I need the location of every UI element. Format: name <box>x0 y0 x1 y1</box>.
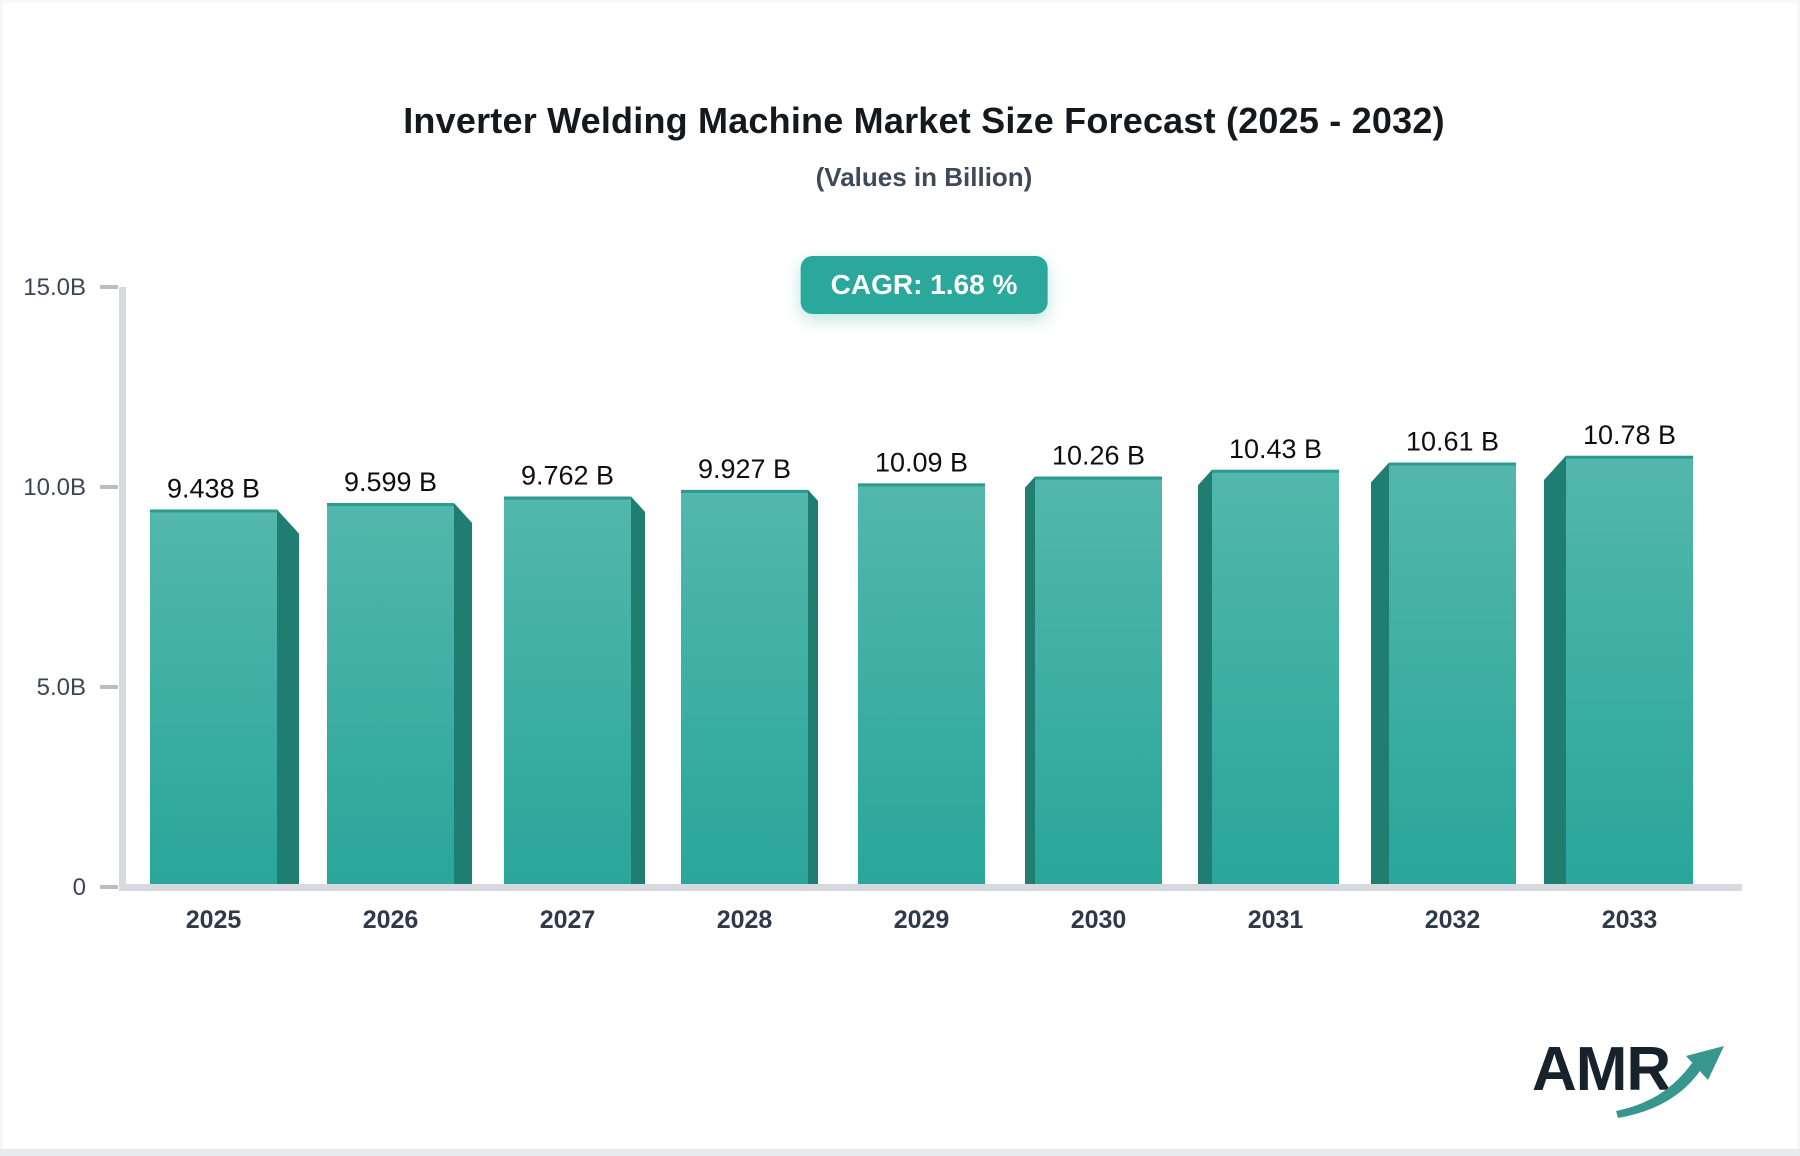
bar-2030 <box>1025 476 1162 887</box>
bar-value-label: 10.43 B <box>1229 434 1322 464</box>
page-edge-top <box>0 0 1800 3</box>
bar-top-edge <box>1212 469 1339 473</box>
bar-top-edge <box>150 509 277 513</box>
bar-face <box>1035 476 1162 887</box>
bar-2029 <box>858 483 985 887</box>
bar-value-label: 9.599 B <box>344 467 437 497</box>
page-edge-right <box>1797 0 1800 1156</box>
bar-side-face <box>1544 455 1566 887</box>
bar-2033 <box>1544 455 1693 887</box>
bar-side-face <box>1198 469 1212 887</box>
chart-subtitle: (Values in Billion) <box>815 162 1033 192</box>
y-tick-label: 5.0B <box>37 674 86 701</box>
bar-top-edge <box>1035 476 1162 480</box>
bar-value-label: 9.927 B <box>698 454 791 484</box>
bar-2027 <box>504 496 645 887</box>
bar-side-face <box>808 489 818 887</box>
y-tick-label: 10.0B <box>23 474 86 501</box>
bar-face <box>150 509 277 887</box>
bar-value-label: 10.26 B <box>1052 441 1145 471</box>
amr-logo: AMR <box>1532 1028 1752 1128</box>
bar-top-edge <box>1389 462 1516 466</box>
bar-face <box>1566 455 1693 887</box>
page-edge-left <box>0 0 3 1156</box>
bar-2025 <box>150 509 299 887</box>
bar-top-edge <box>858 483 985 487</box>
bar-face <box>1212 469 1339 887</box>
x-axis-line <box>119 884 1742 891</box>
x-tick-label: 2028 <box>717 906 773 934</box>
bar-face <box>858 483 985 887</box>
amr-logo-text: AMR <box>1532 1035 1671 1104</box>
bar-2028 <box>681 489 818 887</box>
chart-title: Inverter Welding Machine Market Size For… <box>403 100 1445 141</box>
bar-value-label: 10.61 B <box>1406 427 1499 457</box>
x-tick-label: 2032 <box>1425 906 1481 934</box>
page-edge-bottom <box>0 1149 1800 1156</box>
bar-face <box>681 489 808 887</box>
x-tick-label: 2027 <box>540 906 596 934</box>
bar-2026 <box>327 503 472 887</box>
bar-value-label: 9.438 B <box>167 473 260 503</box>
bars-layer <box>150 455 1693 887</box>
bar-side-face <box>1371 462 1389 887</box>
bar-side-face <box>631 496 645 887</box>
bar-2031 <box>1198 469 1339 887</box>
bar-value-label: 10.09 B <box>875 447 968 477</box>
x-tick-label: 2025 <box>186 906 242 934</box>
x-tick-label: 2033 <box>1602 906 1658 934</box>
bar-side-face <box>454 503 472 887</box>
bar-side-face <box>277 509 299 887</box>
bar-top-edge <box>681 489 808 493</box>
y-tick-dash <box>100 885 118 889</box>
y-tick-label: 0 <box>73 874 86 901</box>
bar-face <box>504 496 631 887</box>
bar-side-face <box>1025 476 1035 887</box>
y-tick-label: 15.0B <box>23 274 86 301</box>
axis-layer: 0 5.0B 10.0B 15.0B <box>23 274 1742 901</box>
bar-value-label: 10.78 B <box>1583 420 1676 450</box>
y-tick-dash <box>100 285 118 289</box>
bar-face <box>1389 462 1516 887</box>
bar-top-edge <box>504 496 631 500</box>
y-axis-line <box>119 287 126 891</box>
x-tick-label: 2030 <box>1071 906 1127 934</box>
bar-top-edge <box>1566 455 1693 459</box>
x-tick-label: 2031 <box>1248 906 1304 934</box>
y-tick-dash <box>100 685 118 689</box>
bar-face <box>327 503 454 887</box>
bar-top-edge <box>327 503 454 507</box>
bar-value-label: 9.762 B <box>521 461 614 491</box>
labels-layer: 9.438 B 2025 9.599 B 2026 9.762 B 2027 9.927 B… <box>167 420 1676 934</box>
cagr-badge: CAGR: 1.68 % <box>800 256 1048 314</box>
bar-2032 <box>1371 462 1516 887</box>
x-tick-label: 2029 <box>894 906 950 934</box>
x-tick-label: 2026 <box>363 906 419 934</box>
y-tick-dash <box>100 485 118 489</box>
growth-arrow-icon <box>1616 1046 1724 1118</box>
